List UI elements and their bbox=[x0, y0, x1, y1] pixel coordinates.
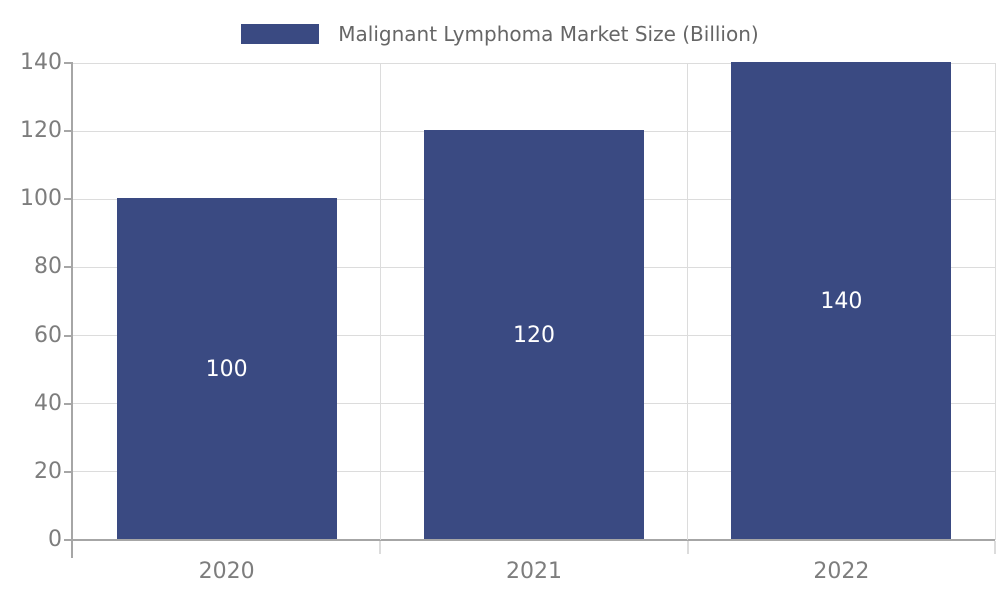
y-tick bbox=[64, 470, 73, 473]
legend: Malignant Lymphoma Market Size (Billion) bbox=[0, 20, 1000, 48]
legend-label: Malignant Lymphoma Market Size (Billion) bbox=[338, 22, 759, 46]
y-tick-label: 60 bbox=[34, 322, 62, 348]
y-tick bbox=[64, 62, 73, 64]
bar-2022[interactable] bbox=[731, 62, 952, 539]
x-tick-label: 2022 bbox=[813, 559, 870, 584]
x-tick bbox=[686, 541, 689, 554]
x-tick bbox=[379, 541, 382, 554]
x-tick bbox=[994, 541, 996, 554]
gridline-y-140 bbox=[73, 62, 995, 64]
y-tick-label: 0 bbox=[48, 527, 62, 552]
bar-value-label: 140 bbox=[820, 288, 863, 314]
y-tick-label: 140 bbox=[20, 50, 62, 75]
y-tick bbox=[64, 198, 73, 201]
legend-item[interactable]: Malignant Lymphoma Market Size (Billion) bbox=[241, 20, 759, 48]
legend-swatch-icon bbox=[241, 24, 320, 44]
bar-2021[interactable] bbox=[424, 130, 644, 539]
y-tick-label: 40 bbox=[34, 390, 62, 416]
bar-value-label: 100 bbox=[205, 356, 248, 382]
x-tick-label: 2020 bbox=[198, 559, 255, 584]
bar-2020[interactable] bbox=[116, 198, 337, 539]
y-tick bbox=[64, 266, 73, 269]
x-axis-line bbox=[71, 539, 995, 541]
y-tick bbox=[64, 334, 73, 337]
y-tick bbox=[64, 130, 73, 133]
gridline-x bbox=[687, 63, 689, 540]
bar-value-label: 120 bbox=[513, 322, 555, 348]
plot-area: 100 120 140 bbox=[64, 62, 996, 558]
x-tick-label: 2021 bbox=[506, 559, 562, 584]
y-tick-label: 80 bbox=[34, 254, 62, 280]
y-tick-label: 120 bbox=[20, 118, 62, 144]
y-axis-line bbox=[71, 63, 73, 558]
gridline-x bbox=[994, 63, 996, 540]
y-tick bbox=[64, 402, 73, 405]
gridline-x bbox=[379, 63, 381, 540]
y-tick-label: 100 bbox=[20, 186, 62, 212]
y-tick bbox=[64, 539, 73, 541]
y-tick-label: 20 bbox=[34, 458, 62, 484]
